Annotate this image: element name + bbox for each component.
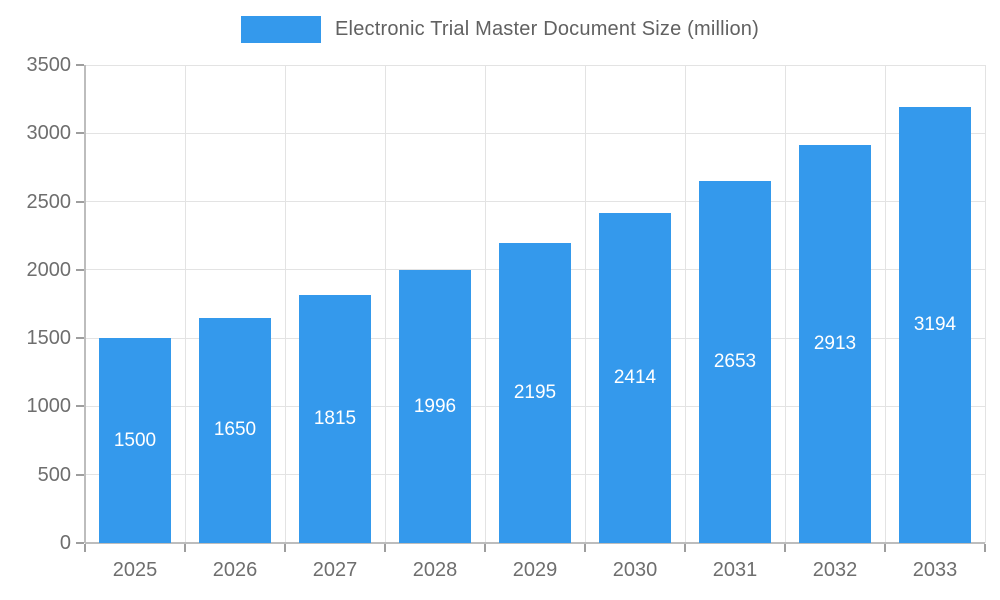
bar[interactable]: 2195 [499,243,571,543]
y-axis-tick [76,132,84,135]
x-gridline [284,65,286,543]
x-gridline [684,65,686,543]
x-axis-tick [984,544,986,552]
chart-legend[interactable]: Electronic Trial Master Document Size (m… [0,16,1000,43]
x-gridline [984,65,986,543]
x-axis-label: 2026 [212,559,258,581]
x-axis-tick [84,544,86,552]
bar[interactable]: 3194 [899,106,971,543]
bar-value-label: 3194 [913,313,957,335]
x-axis-tick [584,544,586,552]
bar-value-label: 2414 [613,367,657,389]
bar-value-label: 1996 [413,395,457,417]
y-axis-label: 2000 [26,258,72,281]
x-axis-label: 2025 [112,559,158,581]
x-gridline [484,65,486,543]
y-axis-label: 3000 [26,122,72,145]
legend-label: Electronic Trial Master Document Size (m… [335,18,759,40]
bar[interactable]: 1500 [99,338,171,543]
bar[interactable]: 2653 [699,180,771,543]
y-axis-label: 0 [59,532,71,554]
y-gridline [85,132,985,134]
x-axis-tick [284,544,286,552]
bar-value-label: 1815 [313,408,357,430]
bar-value-label: 1500 [113,429,157,451]
y-axis-tick [76,200,84,203]
bar-value-label: 1650 [213,419,257,441]
x-axis-tick [884,544,886,552]
y-axis-tick [76,337,84,340]
bar-value-label: 2913 [813,333,857,355]
y-axis-label: 3500 [26,54,72,76]
y-axis-label: 500 [37,463,71,486]
x-axis-label: 2031 [712,559,758,581]
x-gridline [784,65,786,543]
bar[interactable]: 2913 [799,145,871,543]
y-gridline [85,64,985,66]
x-axis-label: 2027 [312,559,358,581]
y-axis-tick [76,64,84,66]
bar[interactable]: 1815 [299,295,371,543]
x-axis-tick [684,544,686,552]
x-axis-tick [384,544,386,552]
x-axis-label: 2030 [612,559,658,581]
x-axis-label: 2033 [912,559,958,581]
y-axis-label: 1000 [26,395,72,418]
x-axis-label: 2029 [512,559,558,581]
y-axis-label: 1500 [26,327,72,350]
bar[interactable]: 1996 [399,270,471,543]
y-axis-tick [76,542,84,544]
x-gridline [584,65,586,543]
x-gridline [384,65,386,543]
x-axis-label: 2028 [412,559,458,581]
legend-swatch [241,16,322,43]
x-axis-tick [484,544,486,552]
y-axis-tick [76,405,84,408]
x-axis-line [85,542,985,544]
y-axis-tick [76,473,84,476]
x-gridline [884,65,886,543]
bar-value-label: 2195 [513,382,557,404]
x-axis-tick [184,544,186,552]
bar-value-label: 2653 [713,350,757,372]
x-axis-tick [784,544,786,552]
y-axis-line [84,65,86,543]
y-axis-tick [76,268,84,271]
x-gridline [184,65,186,543]
bar[interactable]: 1650 [199,317,271,543]
bar[interactable]: 2414 [599,213,671,543]
y-gridline [85,201,985,203]
y-axis-label: 2500 [26,190,72,213]
x-axis-label: 2032 [812,559,858,581]
